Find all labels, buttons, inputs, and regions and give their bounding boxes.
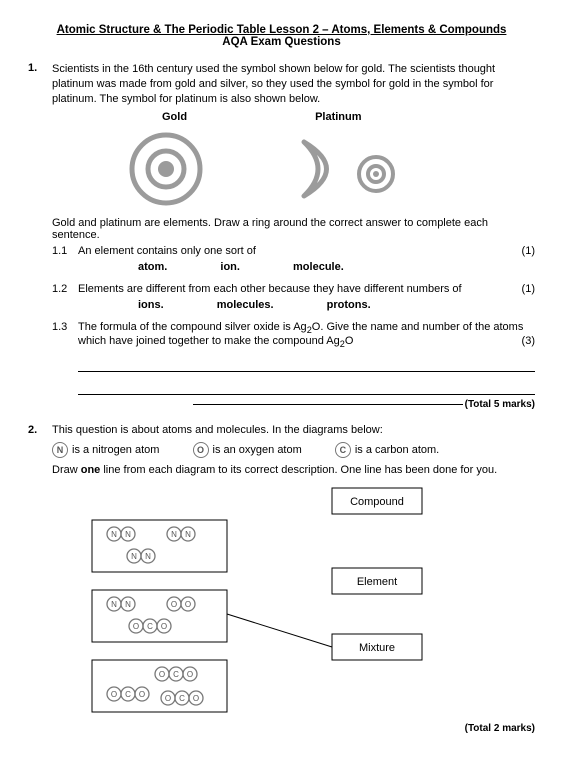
header: Atomic Structure & The Periodic Table Le…: [28, 24, 535, 48]
question-2: 2. This question is about atoms and mole…: [28, 424, 535, 734]
svg-text:O: O: [193, 694, 199, 703]
q1-after-symbols: Gold and platinum are elements. Draw a r…: [52, 217, 535, 241]
platinum-label: Platinum: [315, 111, 361, 123]
legend-o: O is an oxygen atom: [193, 442, 302, 458]
svg-text:N: N: [125, 530, 131, 539]
svg-text:C: C: [147, 622, 153, 631]
option[interactable]: atom.: [138, 261, 167, 273]
svg-text:O: O: [185, 600, 191, 609]
gold-symbol-icon: [126, 129, 206, 209]
svg-text:C: C: [173, 670, 179, 679]
q1-2: 1.2 Elements are different from each oth…: [52, 283, 535, 317]
option[interactable]: molecule.: [293, 261, 344, 273]
q1-1-text: An element contains only one sort of: [78, 245, 256, 257]
matching-diagram[interactable]: Compound Element Mixture NN NN NN NN OO …: [82, 484, 535, 717]
legend-o-text: is an oxygen atom: [213, 444, 302, 456]
option[interactable]: protons.: [327, 299, 371, 311]
q1-3-num: 1.3: [52, 321, 78, 349]
n-atom-icon: N: [52, 442, 68, 458]
q1-2-options: ions. molecules. protons.: [138, 299, 535, 311]
svg-text:O: O: [139, 690, 145, 699]
svg-text:N: N: [111, 600, 117, 609]
legend-n: N is a nitrogen atom: [52, 442, 159, 458]
q1-3-text-c: O: [345, 335, 354, 347]
q1-2-text: Elements are different from each other b…: [78, 283, 462, 295]
option[interactable]: molecules.: [217, 299, 274, 311]
q1-1: 1.1 An element contains only one sort of…: [52, 245, 535, 279]
svg-text:O: O: [171, 600, 177, 609]
option[interactable]: ions.: [138, 299, 164, 311]
q1-1-marks: (1): [522, 245, 535, 257]
q1-total: (Total 5 marks): [465, 399, 535, 410]
alchemy-symbols: [52, 129, 535, 209]
page-title: Atomic Structure & The Periodic Table Le…: [28, 24, 535, 36]
q1-total-row: (Total 5 marks): [52, 399, 535, 410]
question-1: 1. Scientists in the 16th century used t…: [28, 62, 535, 410]
svg-text:O: O: [159, 670, 165, 679]
q1-intro: Scientists in the 16th century used the …: [52, 62, 535, 107]
atom-legend: N is a nitrogen atom O is an oxygen atom…: [52, 442, 535, 458]
q1-2-marks: (1): [522, 283, 535, 295]
legend-c: C is a carbon atom.: [335, 442, 439, 458]
answer-line[interactable]: [78, 380, 535, 395]
q2-number: 2.: [28, 424, 52, 734]
platinum-symbol-icon: [294, 134, 404, 204]
q2-instruction: Draw one line from each diagram to its c…: [52, 464, 535, 476]
svg-text:N: N: [145, 552, 151, 561]
option[interactable]: ion.: [220, 261, 240, 273]
svg-text:C: C: [179, 694, 185, 703]
svg-text:O: O: [111, 690, 117, 699]
q1-number: 1.: [28, 62, 52, 410]
svg-text:N: N: [171, 530, 177, 539]
svg-text:N: N: [125, 600, 131, 609]
svg-text:O: O: [161, 622, 167, 631]
q1-3-text-a: The formula of the compound silver oxide…: [78, 321, 307, 333]
q1-1-options: atom. ion. molecule.: [138, 261, 535, 273]
answer-line[interactable]: [78, 357, 535, 372]
svg-text:C: C: [125, 690, 131, 699]
legend-n-text: is a nitrogen atom: [72, 444, 159, 456]
q1-3: 1.3 The formula of the compound silver o…: [52, 321, 535, 349]
legend-c-text: is a carbon atom.: [355, 444, 439, 456]
svg-text:N: N: [111, 530, 117, 539]
svg-text:Mixture: Mixture: [359, 642, 395, 654]
q2-total: (Total 2 marks): [52, 723, 535, 734]
svg-text:N: N: [131, 552, 137, 561]
symbol-labels: Gold Platinum: [52, 111, 535, 123]
svg-text:O: O: [133, 622, 139, 631]
svg-text:Element: Element: [357, 576, 397, 588]
svg-text:O: O: [187, 670, 193, 679]
gold-label: Gold: [162, 111, 187, 123]
svg-text:N: N: [185, 530, 191, 539]
svg-text:O: O: [165, 694, 171, 703]
q1-2-num: 1.2: [52, 283, 78, 317]
q2-intro: This question is about atoms and molecul…: [52, 424, 535, 436]
svg-text:Compound: Compound: [350, 496, 404, 508]
c-atom-icon: C: [335, 442, 351, 458]
o-atom-icon: O: [193, 442, 209, 458]
q1-1-num: 1.1: [52, 245, 78, 279]
page-subtitle: AQA Exam Questions: [28, 36, 535, 48]
q1-3-marks: (3): [522, 335, 535, 347]
